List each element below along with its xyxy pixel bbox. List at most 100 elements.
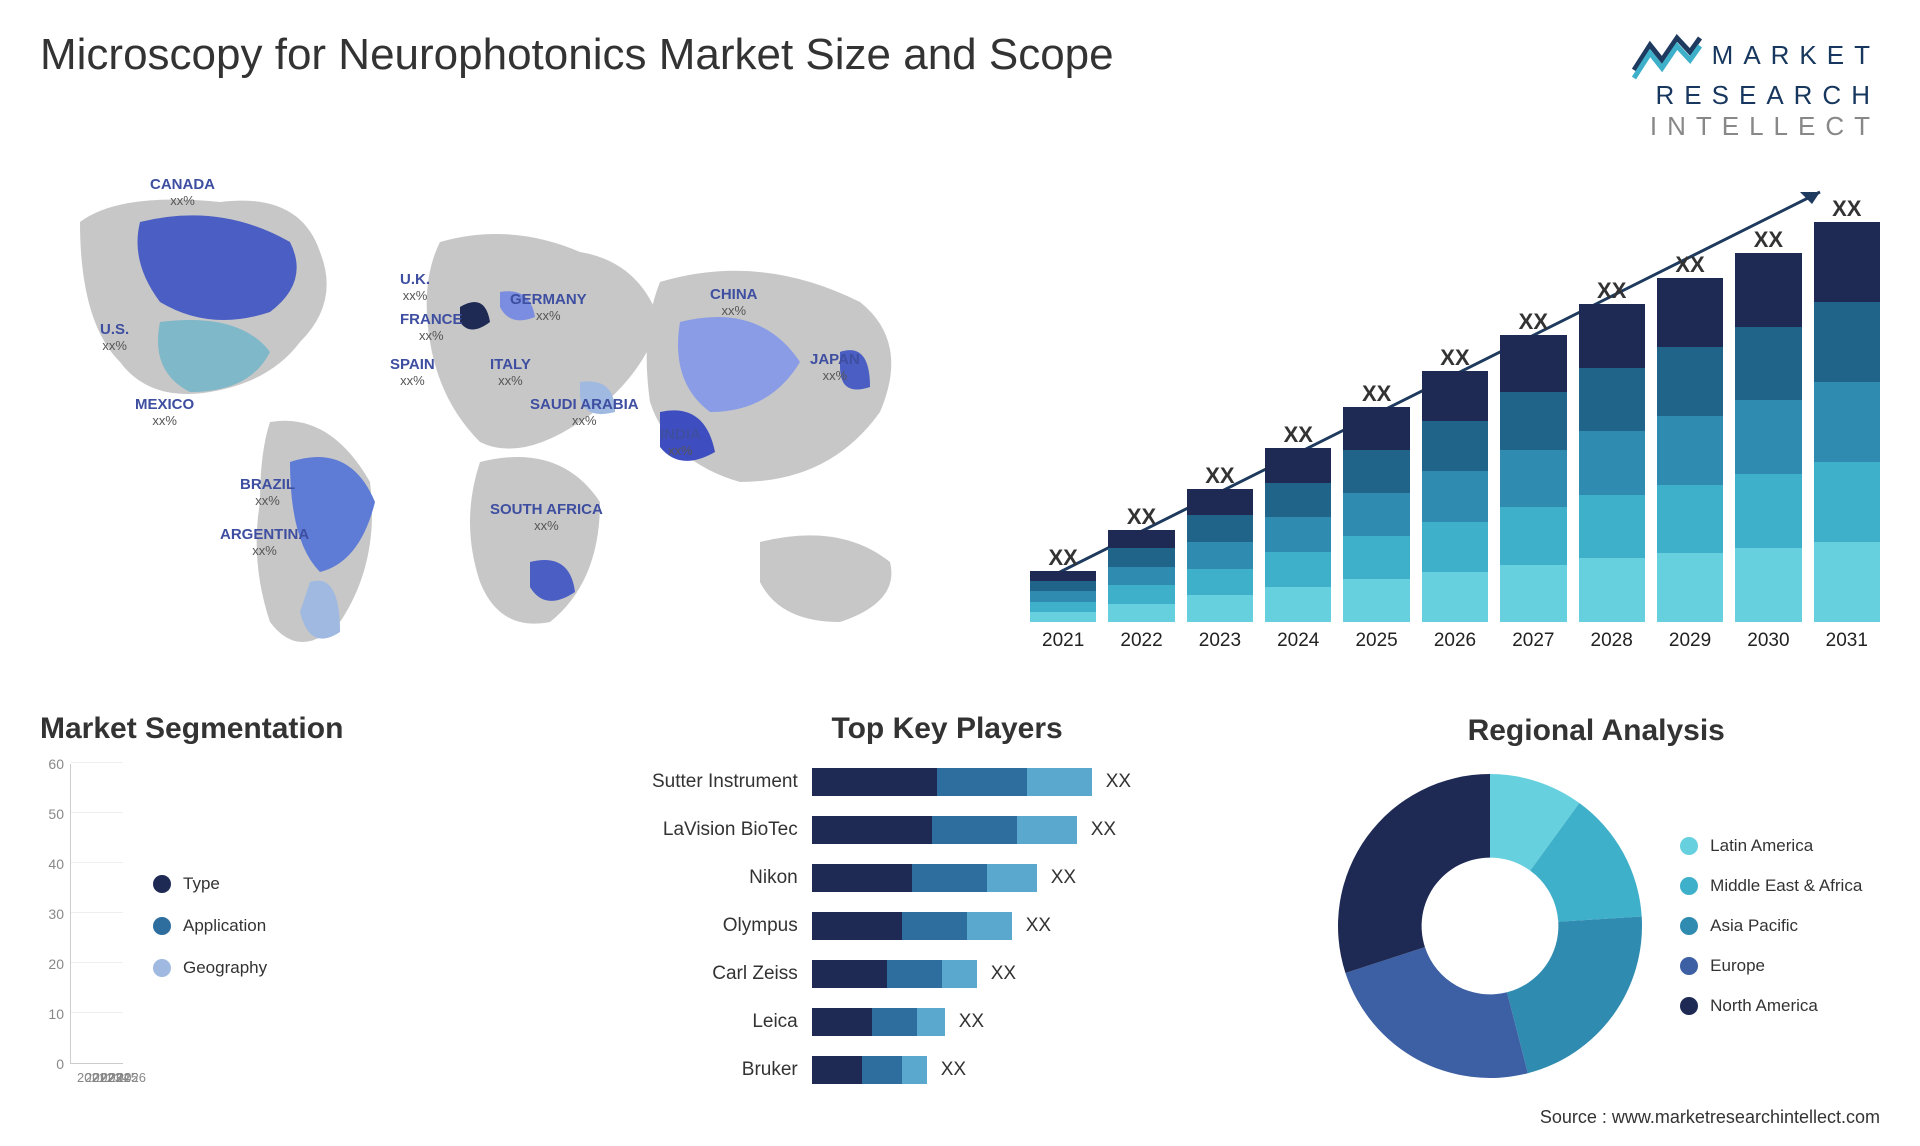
logo: MARKET RESEARCH INTELLECT	[1632, 30, 1880, 142]
map-label-spain: SPAINxx%	[390, 357, 435, 388]
segmentation-bars: 202120222023202420252026	[70, 764, 123, 1064]
seg-ytick: 60	[48, 756, 64, 772]
growth-bar-year: 2026	[1422, 630, 1488, 652]
seg-ytick: 20	[48, 956, 64, 972]
kp-value: XX	[1106, 771, 1131, 793]
map-label-japan: JAPANxx%	[810, 352, 860, 383]
growth-bar-2027: XX2027	[1500, 335, 1566, 622]
donut-slice-europe	[1346, 947, 1528, 1078]
seg-legend-geography: Geography	[153, 958, 323, 978]
growth-bar-year: 2030	[1735, 630, 1801, 652]
segmentation-legend: Type Application Geography	[153, 764, 323, 1088]
row-bottom: Market Segmentation 0 10 20 30 40 50 60 202120…	[40, 712, 1880, 1088]
regional-panel: Regional Analysis Latin AmericaMiddle Ea…	[1312, 712, 1880, 1088]
key-players-list: Sutter InstrumentXXLaVision BioTecXXNiko…	[612, 764, 1283, 1088]
reg-legend-asia-pacific: Asia Pacific	[1680, 916, 1862, 936]
seg-ytick: 10	[48, 1006, 64, 1022]
reg-legend-europe: Europe	[1680, 956, 1862, 976]
growth-bar-2028: XX2028	[1579, 304, 1645, 622]
reg-legend-north-america: North America	[1680, 996, 1862, 1016]
kp-bar: XX	[812, 1056, 1283, 1084]
kp-name: Bruker	[612, 1059, 812, 1081]
logo-icon	[1632, 30, 1702, 80]
donut-slice-north-america	[1338, 774, 1490, 973]
map-label-argentina: ARGENTINAxx%	[220, 527, 309, 558]
kp-bar: XX	[812, 960, 1283, 988]
map-label-mexico: MEXICOxx%	[135, 397, 194, 428]
segmentation-panel: Market Segmentation 0 10 20 30 40 50 60 202120…	[40, 712, 582, 1088]
growth-bar-value: XX	[1343, 381, 1409, 407]
kp-value: XX	[941, 1059, 966, 1081]
seg-legend-application: Application	[153, 916, 323, 936]
row-top: CANADAxx%U.S.xx%MEXICOxx%BRAZILxx%ARGENT…	[40, 162, 1880, 682]
kp-name: Sutter Instrument	[612, 771, 812, 793]
growth-bar-value: XX	[1657, 252, 1723, 278]
growth-bar-2030: XX2030	[1735, 253, 1801, 622]
growth-bar-value: XX	[1265, 422, 1331, 448]
kp-value: XX	[959, 1011, 984, 1033]
map-label-canada: CANADAxx%	[150, 177, 215, 208]
growth-bar-year: 2022	[1108, 630, 1174, 652]
map-label-germany: GERMANYxx%	[510, 292, 587, 323]
regional-legend: Latin AmericaMiddle East & AfricaAsia Pa…	[1680, 836, 1862, 1016]
kp-name: Olympus	[612, 915, 812, 937]
title-row: Microscopy for Neurophotonics Market Siz…	[40, 30, 1880, 142]
growth-bar-year: 2031	[1814, 630, 1880, 652]
kp-bar: XX	[812, 912, 1283, 940]
kp-row-olympus: Olympus XX	[612, 908, 1283, 944]
segmentation-title: Market Segmentation	[40, 712, 582, 746]
growth-bar-year: 2029	[1657, 630, 1723, 652]
logo-top: MARKET	[1632, 30, 1880, 80]
growth-bar-2026: XX2026	[1422, 371, 1488, 622]
kp-name: LaVision BioTec	[612, 819, 812, 841]
growth-bar-2029: XX2029	[1657, 278, 1723, 622]
kp-row-nikon: Nikon XX	[612, 860, 1283, 896]
page-title: Microscopy for Neurophotonics Market Siz…	[40, 30, 1114, 80]
kp-value: XX	[991, 963, 1016, 985]
page: Microscopy for Neurophotonics Market Siz…	[0, 0, 1920, 1118]
segmentation-y-axis: 0102030405060	[40, 764, 70, 1064]
seg-ytick: 30	[48, 906, 64, 922]
growth-bar-value: XX	[1108, 504, 1174, 530]
growth-bar-2031: XX2031	[1814, 222, 1880, 622]
kp-name: Nikon	[612, 867, 812, 889]
key-players-title: Top Key Players	[612, 712, 1283, 746]
growth-bar-year: 2028	[1579, 630, 1645, 652]
kp-value: XX	[1026, 915, 1051, 937]
kp-name: Leica	[612, 1011, 812, 1033]
kp-row-lavision-biotec: LaVision BioTec XX	[612, 812, 1283, 848]
map-label-china: CHINAxx%	[710, 287, 758, 318]
kp-name: Carl Zeiss	[612, 963, 812, 985]
growth-bar-value: XX	[1500, 309, 1566, 335]
kp-row-sutter-instrument: Sutter Instrument XX	[612, 764, 1283, 800]
map-label-france: FRANCExx%	[400, 312, 463, 343]
map-label-india: INDIAxx%	[660, 427, 701, 458]
kp-bar: XX	[812, 768, 1283, 796]
world-map: CANADAxx%U.S.xx%MEXICOxx%BRAZILxx%ARGENT…	[40, 162, 990, 682]
reg-legend-latin-america: Latin America	[1680, 836, 1862, 856]
growth-chart: XX2021XX2022XX2023XX2024XX2025XX2026XX20…	[990, 182, 1880, 682]
source-text: Source : www.marketresearchintellect.com	[1540, 1107, 1880, 1128]
kp-value: XX	[1091, 819, 1116, 841]
growth-bar-value: XX	[1814, 196, 1880, 222]
seg-ytick: 50	[48, 806, 64, 822]
logo-line3: INTELLECT	[1632, 111, 1880, 142]
growth-bar-value: XX	[1030, 545, 1096, 571]
growth-bar-year: 2025	[1343, 630, 1409, 652]
key-players-panel: Top Key Players Sutter InstrumentXXLaVis…	[612, 712, 1283, 1088]
kp-value: XX	[1051, 867, 1076, 889]
growth-bar-2023: XX2023	[1187, 489, 1253, 622]
seg-ytick: 40	[48, 856, 64, 872]
growth-bar-value: XX	[1187, 463, 1253, 489]
growth-bar-2022: XX2022	[1108, 530, 1174, 622]
logo-line1: MARKET	[1712, 40, 1880, 71]
seg-ytick: 0	[56, 1056, 64, 1072]
growth-bar-year: 2027	[1500, 630, 1566, 652]
map-label-u-k-: U.K.xx%	[400, 272, 430, 303]
kp-bar: XX	[812, 864, 1283, 892]
growth-bars: XX2021XX2022XX2023XX2024XX2025XX2026XX20…	[1030, 182, 1880, 622]
kp-row-leica: Leica XX	[612, 1004, 1283, 1040]
logo-line2: RESEARCH	[1632, 80, 1880, 111]
seg-legend-type: Type	[153, 874, 323, 894]
growth-bar-2021: XX2021	[1030, 571, 1096, 622]
